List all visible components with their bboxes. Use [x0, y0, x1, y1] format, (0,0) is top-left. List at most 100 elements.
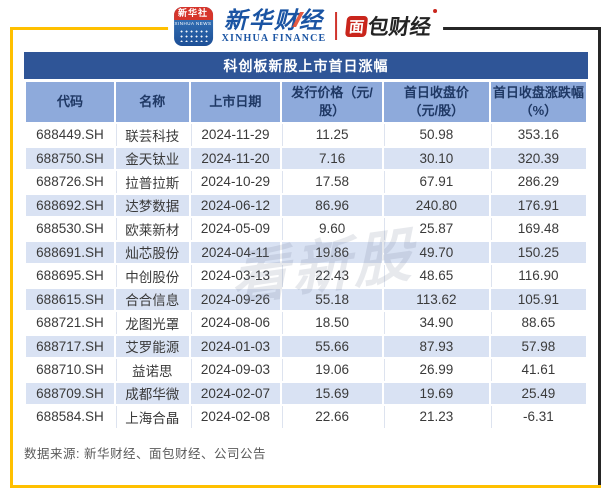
column-header: 首日收盘价 （元/股）	[381, 80, 491, 124]
table-row: 688750.SH 金天钛业 2024-11-20 7.16 30.10 320.39	[24, 145, 589, 171]
table-cell: 25.49	[488, 380, 589, 406]
bread-logo-reg-dot	[433, 9, 438, 13]
table-cell: 67.91	[381, 169, 491, 195]
table-cell: 龙图光罩	[113, 310, 191, 336]
table-row: 688530.SH 欧莱新材 2024-05-09 9.60 25.87 169.48	[24, 216, 589, 242]
table-row: 688710.SH 益诺思 2024-09-03 19.06 26.99 41.61	[24, 357, 589, 383]
table-row: 688695.SH 中创股份 2024-03-13 22.43 48.65 116.90	[24, 263, 589, 289]
frame-top-left-line	[10, 27, 195, 30]
bread-logo-box-char: 面	[345, 15, 369, 37]
table-cell: 34.90	[381, 310, 491, 336]
frame-bottom-line	[10, 485, 601, 488]
table-header-row: 代码 名称 上市日期 发行价格（元/ 股） 首日收盘价 （元/股） 首日收盘涨跌幅 （%）	[24, 80, 589, 124]
table-cell: 86.96	[280, 192, 384, 218]
table-cell: 286.29	[488, 169, 589, 195]
table-cell: 105.91	[488, 286, 589, 312]
table-cell: 欧莱新材	[113, 216, 191, 242]
table-cell: 金天钛业	[113, 145, 191, 171]
xinhua-icon-dots-pattern	[178, 28, 208, 42]
xinhua-icon-sublabel: XINHUA NEWS	[174, 20, 212, 26]
frame-right-line	[598, 27, 601, 485]
table-cell: 上海合晶	[113, 404, 191, 430]
table-row: 688721.SH 龙图光罩 2024-08-06 18.50 34.90 88.65	[24, 310, 589, 336]
table-cell: 320.39	[488, 145, 589, 171]
table-cell: 2024-02-08	[188, 404, 283, 430]
table-cell: 22.43	[280, 263, 384, 289]
table-cell: 中创股份	[113, 263, 191, 289]
table-row: 688584.SH 上海合晶 2024-02-08 22.66 21.23 -6.31	[24, 404, 589, 430]
table-cell: 9.60	[280, 216, 384, 242]
frame-left-line	[10, 27, 13, 488]
table-cell: 113.62	[381, 286, 491, 312]
bread-finance-logo: 面 包财经	[345, 9, 438, 41]
table-cell: 26.99	[381, 357, 491, 383]
frame-top-right-line	[424, 27, 601, 30]
table-cell: 2024-05-09	[188, 216, 283, 242]
bread-logo-wordmark: 包财经	[366, 16, 433, 39]
table-cell: 88.65	[488, 310, 589, 336]
table-cell: 57.98	[488, 333, 589, 359]
table-cell: 688710.SH	[24, 357, 116, 383]
table-cell: 2024-09-26	[188, 286, 283, 312]
table-cell: 176.91	[488, 192, 589, 218]
table-cell: 688449.SH	[24, 122, 116, 148]
table-cell: 2024-10-29	[188, 169, 283, 195]
table-cell: 688695.SH	[24, 263, 116, 289]
table-cell: 688584.SH	[24, 404, 116, 430]
table-cell: 2024-06-12	[188, 192, 283, 218]
table-cell: 19.86	[280, 239, 384, 265]
table-row: 688449.SH 联芸科技 2024-11-29 11.25 50.98 353.16	[24, 122, 589, 148]
table-cell: 55.66	[280, 333, 384, 359]
table-cell: 益诺思	[113, 357, 191, 383]
table-cell: 2024-04-11	[188, 239, 283, 265]
table-cell: 2024-08-06	[188, 310, 283, 336]
table-cell: 2024-11-20	[188, 145, 283, 171]
table-cell: 11.25	[280, 122, 384, 148]
table-cell: 灿芯股份	[113, 239, 191, 265]
xinhua-news-app-icon: 新华社 XINHUA NEWS	[173, 6, 213, 46]
table-cell: 688721.SH	[24, 310, 116, 336]
table-cell: -6.31	[488, 404, 589, 430]
table-cell: 18.50	[280, 310, 384, 336]
table-cell: 7.16	[280, 145, 384, 171]
table-panel: 科创板新股上市首日涨幅 代码 名称 上市日期 发行价格（元/ 股） 首日收盘价 （元/股…	[24, 52, 589, 462]
table-cell: 688726.SH	[24, 169, 116, 195]
table-cell: 55.18	[280, 286, 384, 312]
listing-table: 代码 名称 上市日期 发行价格（元/ 股） 首日收盘价 （元/股） 首日收盘涨跌幅 （%）…	[24, 80, 589, 430]
xinhua-finance-logo: 新华财经 XINHUA FINANCE	[222, 8, 327, 45]
table-row: 688709.SH 成都华微 2024-02-07 15.69 19.69 25.49	[24, 380, 589, 406]
table-cell: 30.10	[381, 145, 491, 171]
table-cell: 688692.SH	[24, 192, 116, 218]
column-header: 名称	[113, 80, 191, 124]
table-cell: 688717.SH	[24, 333, 116, 359]
table-cell: 成都华微	[113, 380, 191, 406]
table-cell: 49.70	[381, 239, 491, 265]
table-cell: 15.69	[280, 380, 384, 406]
table-cell: 41.61	[488, 357, 589, 383]
table-cell: 17.58	[280, 169, 384, 195]
table-cell: 150.25	[488, 239, 589, 265]
table-row: 688691.SH 灿芯股份 2024-04-11 19.86 49.70 150.25	[24, 239, 589, 265]
table-cell: 688615.SH	[24, 286, 116, 312]
table-cell: 87.93	[381, 333, 491, 359]
table-cell: 688709.SH	[24, 380, 116, 406]
table-row: 688726.SH 拉普拉斯 2024-10-29 17.58 67.91 286.29	[24, 169, 589, 195]
xinhua-finance-en-wordmark: XINHUA FINANCE	[221, 32, 327, 44]
xinhua-finance-cn-wordmark: 新华财经	[224, 6, 324, 33]
table-cell: 2024-02-07	[188, 380, 283, 406]
table-cell: 353.16	[488, 122, 589, 148]
table-title: 科创板新股上市首日涨幅	[24, 52, 588, 80]
xinhua-icon-label: 新华社	[173, 6, 213, 20]
table-row: 688692.SH 达梦数据 2024-06-12 86.96 240.80 176.91	[24, 192, 589, 218]
table-cell: 22.66	[280, 404, 384, 430]
table-cell: 合合信息	[113, 286, 191, 312]
table-cell: 50.98	[381, 122, 491, 148]
table-cell: 达梦数据	[113, 192, 191, 218]
logo-bar: 新华社 XINHUA NEWS 新华财经 XINHUA FINANCE 面 包财…	[167, 3, 444, 49]
column-header: 发行价格（元/ 股）	[280, 80, 384, 124]
column-header: 代码	[24, 80, 116, 124]
table-cell: 拉普拉斯	[113, 169, 191, 195]
table-cell: 艾罗能源	[113, 333, 191, 359]
table-cell: 2024-11-29	[188, 122, 283, 148]
